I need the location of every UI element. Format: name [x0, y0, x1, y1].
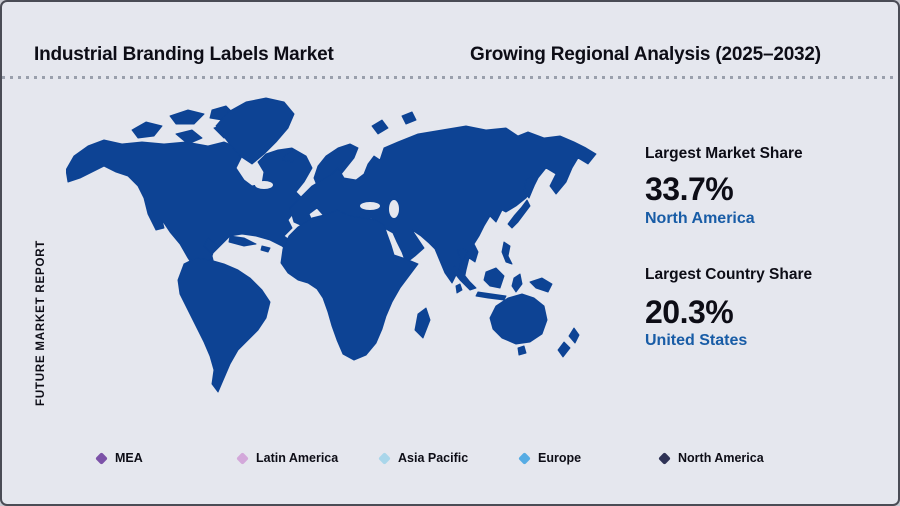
island-madagascar: [414, 307, 431, 339]
legend-item-north-america: North America: [658, 448, 764, 468]
island-java: [475, 291, 507, 301]
island-borneo: [483, 267, 505, 289]
legend-label: Asia Pacific: [398, 451, 469, 465]
island-sumatra: [451, 265, 477, 291]
stat-market-share-region: North America: [645, 210, 755, 227]
legend-item-asia-pacific: Asia Pacific: [378, 448, 469, 468]
island-sulawesi: [511, 273, 523, 293]
island-iceland: [282, 149, 301, 163]
island-greenland: [215, 97, 295, 165]
sea-black: [360, 202, 380, 210]
legend-label: North America: [678, 451, 764, 465]
island-tasmania: [517, 345, 527, 356]
islands-new-zealand: [557, 327, 580, 358]
island-new-guinea: [529, 277, 553, 293]
legend-label: Latin America: [256, 451, 339, 465]
stat-country-share-label: Largest Country Share: [645, 266, 813, 283]
islands-philippines: [501, 241, 513, 265]
legend-label: MEA: [115, 451, 143, 465]
stat-country-share-region: United States: [645, 332, 748, 349]
stat-market-share-label: Largest Market Share: [645, 145, 803, 162]
legend-marker-diamond: [658, 451, 671, 465]
header-dotted-divider: [2, 76, 898, 79]
legend-label: Europe: [538, 451, 582, 465]
world-map: [65, 86, 632, 398]
stat-market-share-value: 33.7%: [645, 171, 734, 207]
stat-country-share-value: 20.3%: [645, 294, 734, 330]
island-sri-lanka: [455, 283, 463, 294]
continent-south-america: [177, 257, 271, 393]
world-map-svg: [65, 97, 597, 393]
sea-caspian: [389, 200, 399, 218]
islands-canadian-arctic: [131, 105, 237, 145]
island-sakhalin: [523, 175, 535, 199]
page-subtitle: Growing Regional Analysis (2025–2032): [470, 44, 821, 65]
continent-north-america: [65, 139, 313, 277]
page-title: Industrial Branding Labels Market: [34, 44, 334, 65]
legend-marker-diamond: [518, 451, 531, 465]
legend-marker-diamond: [95, 451, 108, 465]
islands-caribbean: [228, 235, 271, 253]
legend-marker-diamond: [236, 451, 249, 465]
legend-item-latin-america: Latin America: [236, 448, 339, 468]
islands-arctic-russia: [371, 111, 417, 135]
legend-marker-diamond: [378, 451, 391, 465]
legend-item-europe: Europe: [518, 448, 582, 468]
continent-australia: [489, 293, 548, 345]
brand-vertical-label: FUTURE MARKET REPORT: [35, 239, 47, 407]
legend: MEA Latin America Asia Pacific Europe No…: [2, 448, 898, 470]
islands-japan: [507, 199, 531, 229]
continent-africa: [280, 209, 419, 361]
lake-great-lakes: [255, 181, 273, 189]
legend-item-mea: MEA: [95, 448, 143, 468]
